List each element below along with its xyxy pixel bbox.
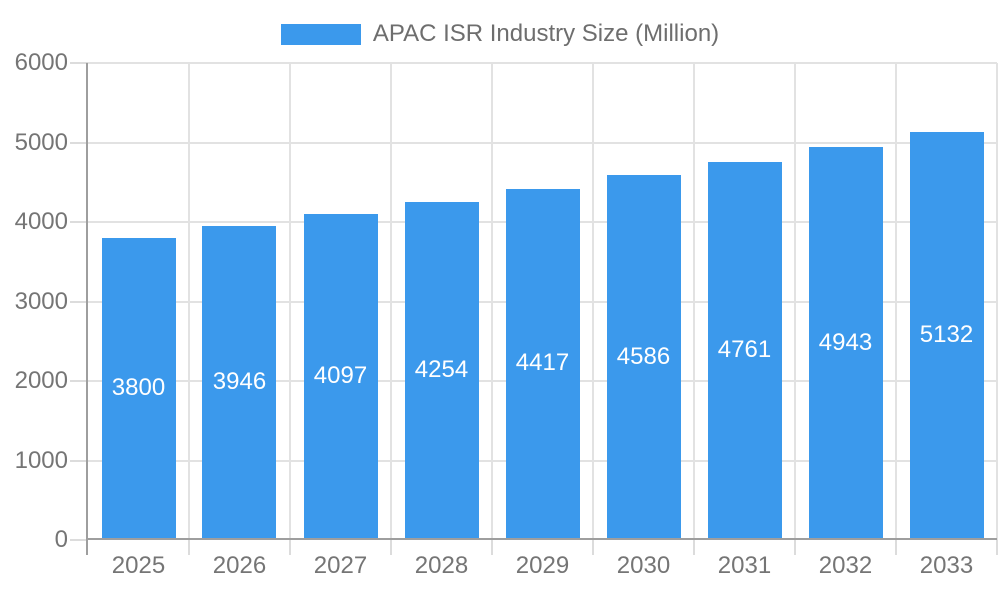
y-axis-line <box>86 63 88 555</box>
x-axis-tick-label: 2029 <box>515 552 570 579</box>
bar-value-label: 4761 <box>717 335 772 363</box>
y-axis-tick-label: 0 <box>54 526 68 553</box>
v-gridline <box>389 63 392 540</box>
x-axis-tick <box>490 540 493 555</box>
bar-value-label: 5132 <box>919 321 974 348</box>
x-axis-line <box>88 538 997 540</box>
y-axis-tick-label: 2000 <box>14 367 68 394</box>
x-axis-tick <box>389 540 392 555</box>
bar-value-label: 4254 <box>414 355 469 383</box>
v-gridline <box>490 63 493 540</box>
x-axis-tick <box>187 540 190 555</box>
x-axis-tick <box>692 540 695 555</box>
v-gridline <box>894 63 897 540</box>
x-axis-tick-label: 2025 <box>111 552 166 579</box>
bar-2028[interactable]: 4254 <box>404 201 479 538</box>
h-gridline <box>88 62 997 64</box>
x-axis-tick <box>996 540 998 555</box>
x-axis-tick-label: 2030 <box>616 552 671 579</box>
y-axis-tick <box>70 459 88 462</box>
x-axis-tick-label: 2026 <box>212 552 267 579</box>
y-axis-tick-label: 4000 <box>14 208 68 235</box>
y-axis-tick-label: 3000 <box>14 287 68 315</box>
x-axis-tick-label: 2033 <box>919 552 974 579</box>
v-gridline <box>996 63 998 540</box>
y-axis-tick <box>70 300 88 303</box>
bar-2031[interactable]: 4761 <box>707 161 782 538</box>
bar-value-label: 4097 <box>313 362 368 390</box>
bar-2032[interactable]: 4943 <box>808 147 883 538</box>
bar-value-label: 4943 <box>818 328 873 356</box>
y-axis-tick-label: 6000 <box>14 49 68 76</box>
y-axis-tick-label: 5000 <box>14 128 68 156</box>
x-axis-tick <box>794 540 796 555</box>
bar-2029[interactable]: 4417 <box>505 188 580 538</box>
legend-label: APAC ISR Industry Size (Million) <box>372 20 720 47</box>
bar-value-label: 3800 <box>111 373 166 401</box>
bar-2033[interactable]: 5132 <box>909 132 984 538</box>
y-axis-tick <box>70 141 88 144</box>
bar-value-label: 3946 <box>212 368 267 396</box>
x-axis-tick-label: 2027 <box>313 552 368 579</box>
v-gridline <box>794 63 796 540</box>
y-axis-tick <box>70 539 88 541</box>
legend-item[interactable]: APAC ISR Industry Size (Million) <box>0 20 1000 48</box>
v-gridline <box>692 63 695 540</box>
x-axis-tick-label: 2031 <box>717 552 772 579</box>
legend-swatch <box>280 23 361 45</box>
bar-2026[interactable]: 3946 <box>202 226 277 538</box>
bar-2027[interactable]: 4097 <box>303 214 378 538</box>
x-axis-tick-label: 2028 <box>414 552 469 579</box>
x-axis-tick <box>894 540 897 555</box>
x-axis-tick-label: 2032 <box>818 552 873 579</box>
v-gridline <box>187 63 190 540</box>
y-axis-tick <box>70 221 88 223</box>
bar-2030[interactable]: 4586 <box>606 175 681 538</box>
y-axis-tick <box>70 380 88 382</box>
x-axis-labels: 2025 2026 2027 2028 2029 2030 2031 2032 2033 <box>88 552 997 580</box>
v-gridline <box>592 63 594 540</box>
bar-value-label: 4586 <box>616 342 671 370</box>
y-axis-tick-label: 1000 <box>14 446 68 474</box>
x-axis-tick <box>592 540 594 555</box>
bar-value-label: 4417 <box>515 349 570 377</box>
v-gridline <box>288 63 291 540</box>
x-axis-tick <box>288 540 291 555</box>
bar-2025[interactable]: 3800 <box>101 237 176 538</box>
h-gridline <box>88 141 997 144</box>
plot-area: 3800 3946 4097 4254 4417 4586 4761 4943 5132 <box>70 62 998 555</box>
y-axis-tick <box>70 62 88 64</box>
